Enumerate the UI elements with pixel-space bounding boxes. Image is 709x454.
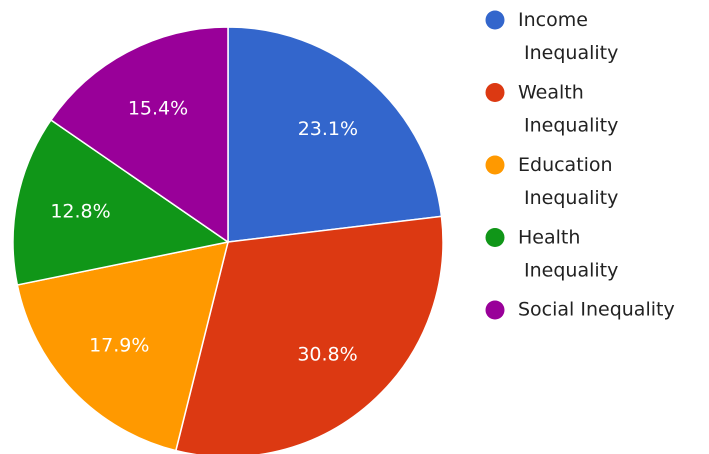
- legend-swatch: [485, 10, 505, 30]
- legend-swatch: [485, 155, 505, 175]
- pie-slice: [12, 118, 230, 286]
- slice-label: 12.8%: [50, 200, 110, 222]
- legend-label: Income Inequality: [518, 9, 618, 64]
- pie-slice: [49, 26, 229, 244]
- slice-label: 30.8%: [297, 343, 357, 365]
- pie-slice: [16, 241, 230, 452]
- legend-label: Social Inequality: [518, 299, 675, 321]
- pie-slice: [227, 26, 443, 243]
- legend-swatch: [485, 300, 505, 320]
- slice-label: 23.1%: [298, 118, 358, 140]
- pie-slice: [174, 215, 444, 454]
- legend-swatch: [485, 228, 505, 247]
- legend-swatch: [485, 83, 505, 102]
- legend-label: Wealth Inequality: [518, 81, 618, 136]
- legend-label: Health Inequality: [518, 226, 618, 281]
- legend-label: Education Inequality: [518, 154, 618, 209]
- slice-label: 17.9%: [89, 335, 149, 357]
- slice-label: 15.4%: [128, 97, 188, 119]
